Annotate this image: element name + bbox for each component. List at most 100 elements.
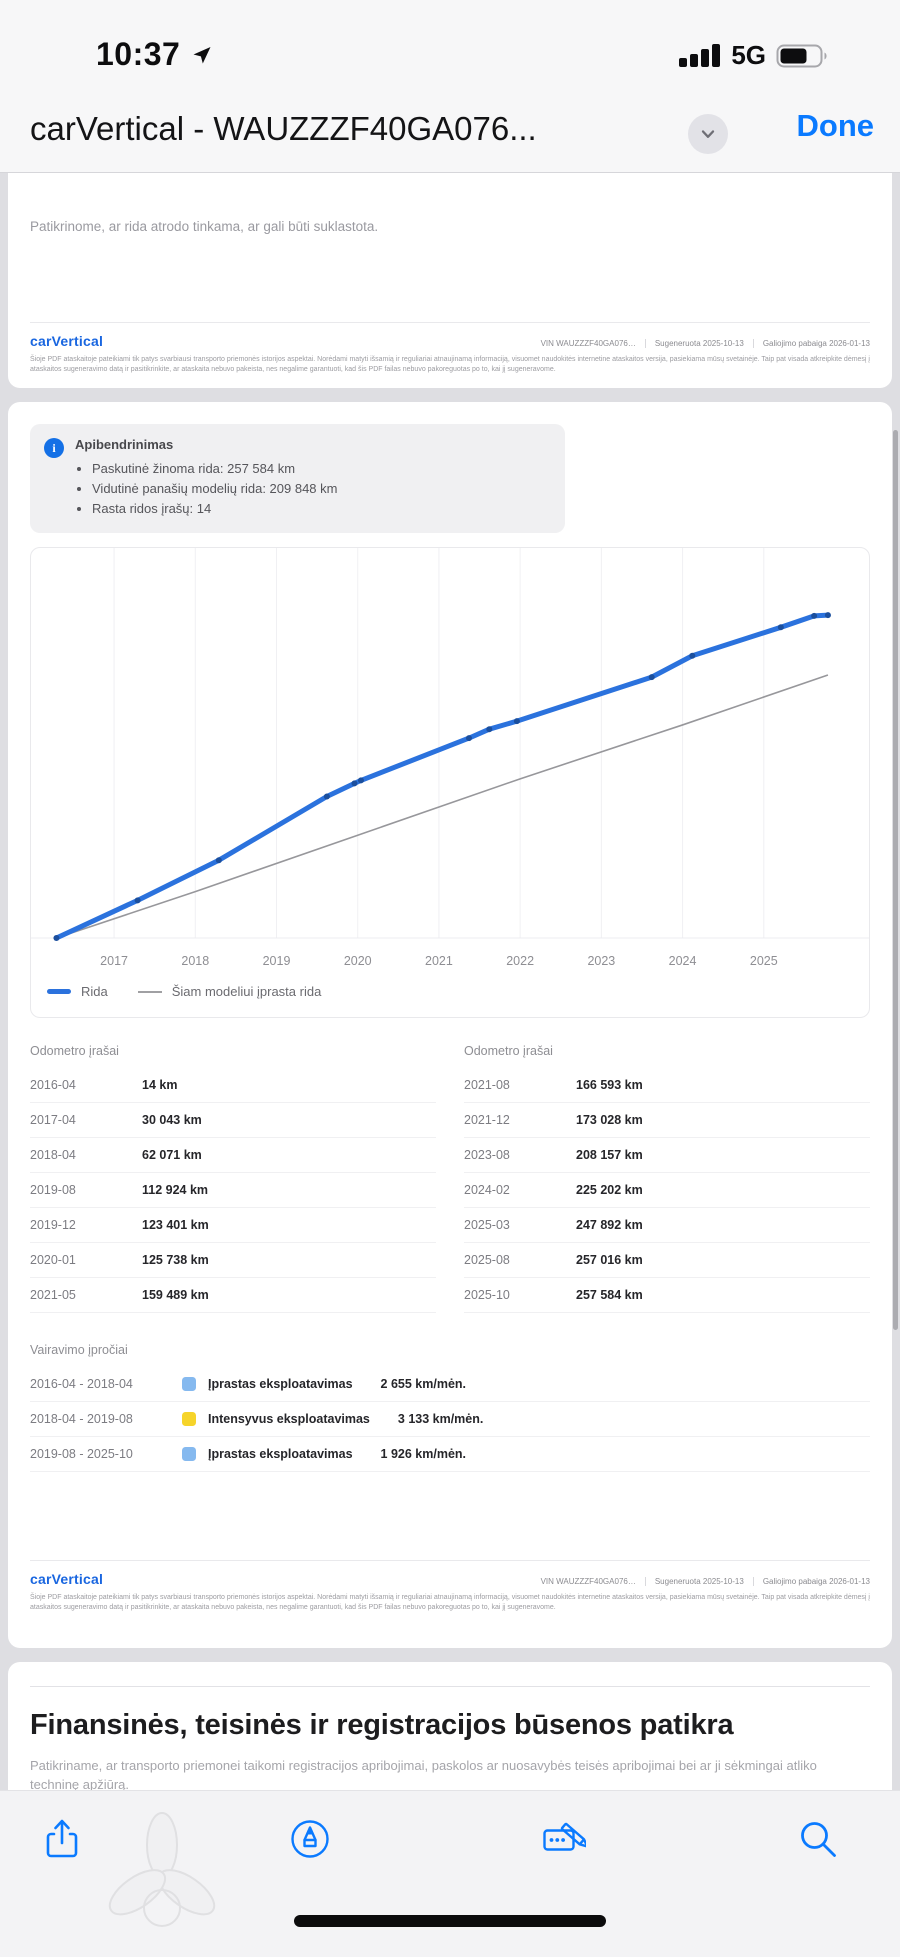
status-time: 10:37	[96, 36, 181, 72]
summary-box: i Apibendrinimas Paskutinė žinoma rida: …	[30, 424, 565, 533]
status-right-cluster: 5G	[677, 40, 830, 71]
scrollbar[interactable]	[893, 430, 898, 1330]
mileage-line	[53, 612, 831, 941]
carvertical-logo: carVertical	[30, 1571, 104, 1587]
mileage-data-point	[351, 780, 358, 787]
report-valid-until: Galiojimo pabaiga 2026-01-13	[752, 1577, 870, 1586]
odometer-row: 2021-12 173 028 km	[464, 1103, 870, 1138]
habit-period: 2019-08 - 2025-10	[30, 1447, 133, 1461]
fill-form-button[interactable]	[538, 1815, 589, 1863]
status-left-cluster: 10:37	[96, 36, 214, 73]
odometer-row: 2016-04 14 km	[30, 1068, 436, 1103]
chevron-down-icon	[701, 130, 715, 138]
mileage-data-point	[689, 652, 696, 659]
x-tick-label: 2017	[100, 954, 128, 968]
legend-swatch-usual	[137, 990, 162, 993]
status-bar: 10:37 5G	[0, 0, 900, 96]
x-tick-label: 2018	[181, 954, 209, 968]
x-tick-label: 2022	[506, 954, 534, 968]
odometer-value: 257 016 km	[576, 1253, 643, 1267]
odometer-date: 2025-03	[464, 1218, 510, 1232]
odometer-row: 2018-04 62 071 km	[30, 1138, 436, 1173]
mileage-data-point	[215, 857, 222, 864]
pdf-page-next-section: Finansinės, teisinės ir registracijos bū…	[8, 1662, 892, 1790]
summary-bullet: Paskutinė žinoma rida: 257 584 km	[92, 459, 337, 479]
ghost-watermark-shape	[108, 1812, 216, 1927]
pdf-page-previous: Patikrinome, ar rida atrodo tinkama, ar …	[8, 173, 892, 388]
odometer-date: 2019-08	[30, 1183, 76, 1197]
odometer-value: 30 043 km	[142, 1113, 202, 1127]
pdf-viewport[interactable]: Patikrinome, ar rida atrodo tinkama, ar …	[0, 173, 900, 1790]
odometer-row: 2021-05 159 489 km	[30, 1278, 436, 1313]
odometer-date: 2025-10	[464, 1288, 510, 1302]
mileage-data-point	[465, 735, 472, 742]
bottom-toolbar	[0, 1790, 900, 1957]
x-tick-label: 2024	[669, 954, 697, 968]
report-generated-date: Sugeneruota 2025-10-13	[644, 1577, 744, 1586]
habit-label: Įprastas eksploatavimas	[208, 1377, 353, 1391]
search-icon	[801, 1822, 836, 1857]
carvertical-logo: carVertical	[30, 333, 104, 349]
mileage-data-point	[53, 934, 60, 941]
odometer-value: 112 924 km	[142, 1183, 209, 1197]
signal-strength-icon	[679, 43, 721, 67]
mileage-data-point	[134, 897, 141, 904]
habit-value: 2 655 km/mėn.	[380, 1377, 466, 1391]
driving-habits-section: Vairavimo įpročiai 2016-04 - 2018-04 Įpra…	[30, 1339, 870, 1472]
report-footer: carVertical VIN WAUZZZF40GA076… Sugeneru…	[30, 322, 870, 374]
odometer-table-right: Odometro įrašai 2021-08 166 593 km 2021-12 1…	[464, 1040, 870, 1313]
odometer-value: 247 892 km	[576, 1218, 643, 1232]
habit-period: 2018-04 - 2019-08	[30, 1412, 133, 1426]
report-generated-date: Sugeneruota 2025-10-13	[644, 339, 744, 348]
x-tick-label: 2020	[344, 954, 372, 968]
section-divider	[30, 1686, 870, 1687]
mileage-data-point	[513, 718, 520, 725]
odometer-row: 2019-12 123 401 km	[30, 1208, 436, 1243]
report-meta: VIN WAUZZZF40GA076… Sugeneruota 2025-10-…	[541, 339, 870, 348]
summary-list: Paskutinė žinoma rida: 257 584 kmVidutin…	[92, 459, 337, 519]
odometer-date: 2021-05	[30, 1288, 76, 1302]
report-valid-until: Galiojimo pabaiga 2026-01-13	[752, 339, 870, 348]
odometer-date: 2018-04	[30, 1148, 76, 1162]
report-disclaimer: Šioje PDF ataskaitoje pateikiami tik pat…	[30, 356, 870, 373]
odometer-value: 62 071 km	[142, 1148, 202, 1162]
legend-swatch-rida	[47, 989, 71, 994]
habit-color-square-icon	[182, 1447, 196, 1461]
title-dropdown-button[interactable]	[688, 114, 728, 154]
odometer-row: 2019-08 112 924 km	[30, 1173, 436, 1208]
odometer-row: 2025-10 257 584 km	[464, 1278, 870, 1313]
mileage-data-point	[648, 674, 655, 681]
section-closing-text: Patikrinome, ar rida atrodo tinkama, ar …	[30, 219, 379, 234]
share-button[interactable]	[38, 1815, 86, 1863]
next-section-intro: Patikriname, ar transporto priemonei tai…	[30, 1756, 862, 1790]
driving-habit-row: 2019-08 - 2025-10 Įprastas eksploatavimas…	[30, 1437, 870, 1472]
habit-color-square-icon	[182, 1412, 196, 1426]
x-tick-label: 2025	[750, 954, 778, 968]
habit-label: Įprastas eksploatavimas	[208, 1447, 353, 1461]
odometer-date: 2024-02	[464, 1183, 510, 1197]
battery-icon	[776, 44, 827, 67]
report-vin: VIN WAUZZZF40GA076…	[540, 1577, 636, 1586]
legend-label-rida: Rida	[81, 984, 108, 999]
odometer-date: 2019-12	[30, 1218, 76, 1232]
search-button[interactable]	[794, 1815, 842, 1863]
odometer-row: 2024-02 225 202 km	[464, 1173, 870, 1208]
driving-habits-rows: 2016-04 - 2018-04 Įprastas eksploatavimas…	[30, 1367, 870, 1472]
summary-title: Apibendrinimas	[75, 437, 174, 452]
mileage-data-point	[824, 612, 831, 619]
odometer-value: 208 157 km	[576, 1148, 643, 1162]
done-button[interactable]: Done	[796, 108, 875, 143]
mileage-data-point	[357, 777, 364, 784]
info-icon: i	[44, 438, 64, 458]
mileage-chart-card: 2017 2018 2019 2020 2021 2022 2023 2024 2025 Rid…	[30, 547, 870, 1018]
habit-label: Intensyvus eksploatavimas	[208, 1412, 370, 1426]
home-indicator[interactable]	[294, 1915, 606, 1927]
mileage-data-point	[323, 793, 330, 800]
odometer-table-left: Odometro įrašai 2016-04 14 km 2017-04 30 043…	[30, 1040, 436, 1313]
markup-button[interactable]	[286, 1815, 334, 1863]
odometer-row: 2025-08 257 016 km	[464, 1243, 870, 1278]
odometer-row: 2025-03 247 892 km	[464, 1208, 870, 1243]
mileage-data-point	[486, 726, 493, 733]
x-tick-label: 2019	[263, 954, 291, 968]
